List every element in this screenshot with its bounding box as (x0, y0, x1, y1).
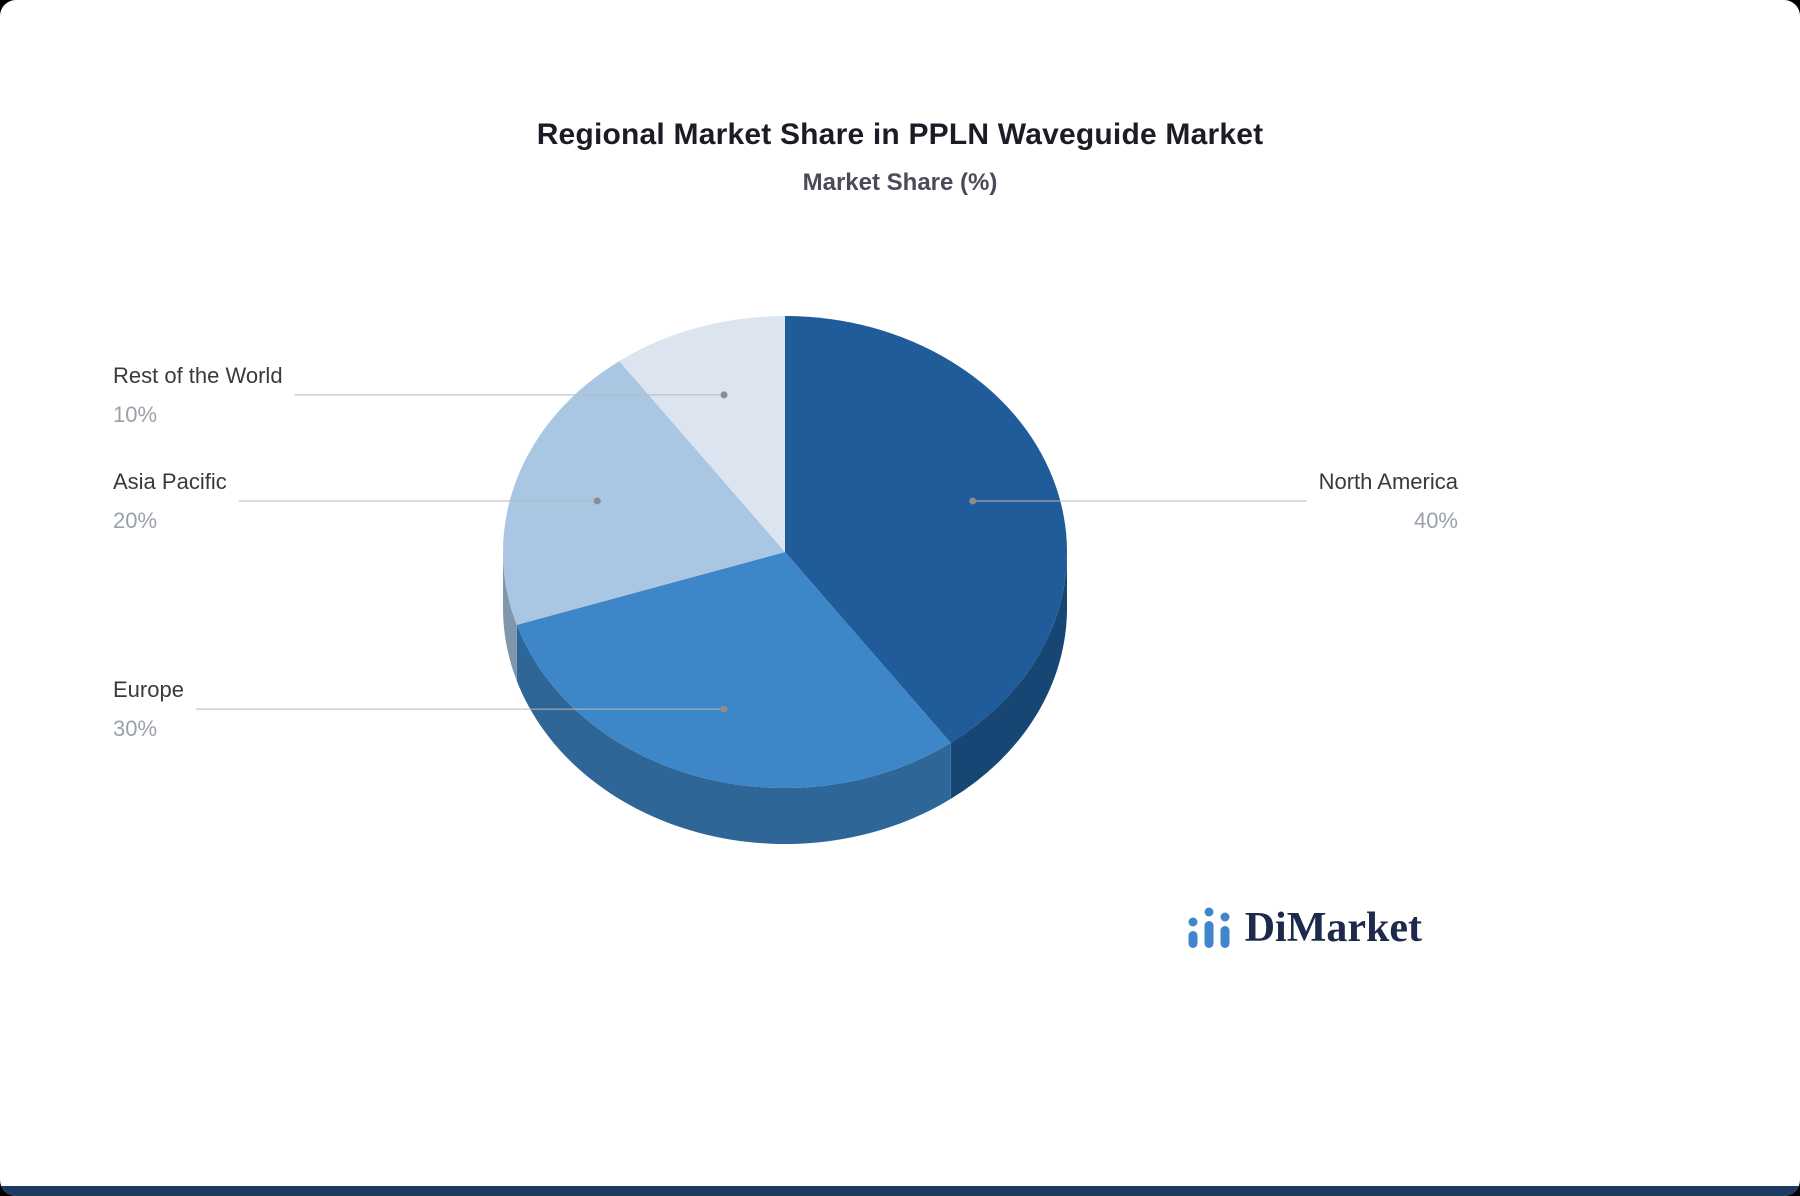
leader-dot (720, 705, 728, 713)
pie-slice-europe[interactable] (516, 552, 951, 789)
callout-value: 40% (1413, 507, 1458, 533)
pie-slice-side-europe (516, 624, 951, 845)
pie-slice-north-america[interactable] (785, 316, 1067, 743)
callout-label: Rest of the World (113, 362, 283, 388)
callout-value: 20% (113, 507, 158, 533)
pie-slice-asia-pacific[interactable] (502, 361, 785, 625)
callout-north-america: North America 40% (1319, 469, 1458, 533)
leader-dot (593, 497, 601, 505)
callout-label: North America (1318, 468, 1458, 494)
leader-dot (969, 497, 977, 505)
callout-asia-pacific: Asia Pacific 20% (113, 469, 227, 533)
callout-label: Europe (113, 677, 184, 703)
chart-subtitle: Market Share (%) (802, 169, 998, 196)
pie-slice-side-asia-pacific (503, 552, 517, 681)
callout-rest-of-the-world: Rest of the World 10% (113, 363, 283, 427)
pie-slice-side-north-america (950, 552, 1067, 799)
callout-value: 30% (113, 716, 158, 742)
chart-title: Regional Market Share in PPLN Waveguide … (536, 118, 1264, 151)
brand-logo: DiMarket (1186, 901, 1422, 951)
callout-value: 10% (113, 401, 158, 427)
brand-name: DiMarket (1244, 905, 1422, 951)
leader-dot (720, 391, 728, 399)
pie-slice-rest-of-the-world[interactable] (619, 316, 785, 552)
footer-accent-bar (0, 1186, 1800, 1196)
callout-europe: Europe 30% (113, 677, 184, 741)
bar-chart-icon (1188, 907, 1230, 948)
callout-label: Asia Pacific (113, 468, 227, 494)
